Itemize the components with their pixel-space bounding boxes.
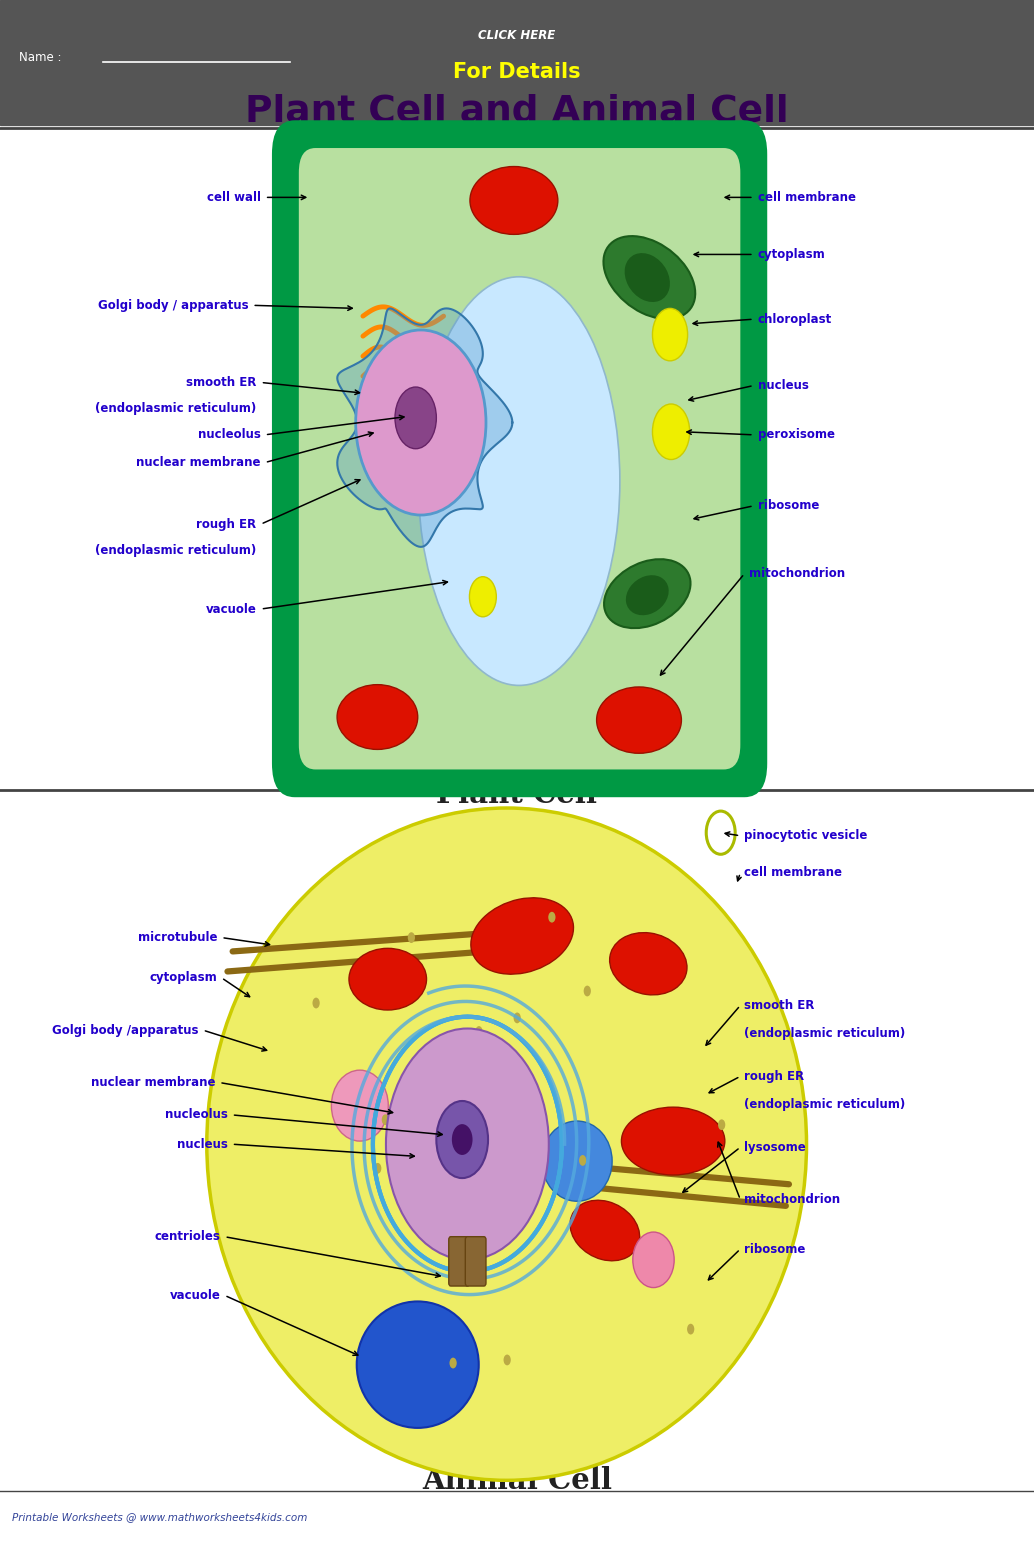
Circle shape bbox=[469, 577, 496, 617]
Circle shape bbox=[718, 1119, 725, 1130]
Text: nuclear membrane: nuclear membrane bbox=[91, 1076, 215, 1089]
Text: cytoplasm: cytoplasm bbox=[149, 971, 217, 984]
Ellipse shape bbox=[337, 685, 418, 749]
Text: microtubule: microtubule bbox=[138, 931, 217, 944]
Text: pinocytotic vesicle: pinocytotic vesicle bbox=[744, 830, 868, 842]
Text: nucleolus: nucleolus bbox=[197, 429, 261, 441]
Circle shape bbox=[312, 998, 320, 1008]
Text: Golgi body / apparatus: Golgi body / apparatus bbox=[97, 299, 248, 311]
Text: (endoplasmic reticulum): (endoplasmic reticulum) bbox=[95, 544, 256, 557]
Circle shape bbox=[652, 308, 688, 361]
Circle shape bbox=[436, 1101, 488, 1178]
Circle shape bbox=[687, 1323, 694, 1334]
Ellipse shape bbox=[570, 1200, 640, 1261]
Circle shape bbox=[548, 911, 555, 922]
Circle shape bbox=[706, 811, 735, 854]
FancyBboxPatch shape bbox=[299, 148, 740, 769]
Text: cell membrane: cell membrane bbox=[758, 191, 856, 204]
Circle shape bbox=[395, 387, 436, 449]
Text: (endoplasmic reticulum): (endoplasmic reticulum) bbox=[744, 1027, 906, 1039]
Ellipse shape bbox=[625, 253, 670, 302]
Ellipse shape bbox=[348, 948, 426, 1010]
Ellipse shape bbox=[597, 688, 681, 752]
Ellipse shape bbox=[621, 1107, 725, 1175]
Text: Golgi body /apparatus: Golgi body /apparatus bbox=[52, 1024, 199, 1036]
Polygon shape bbox=[337, 308, 513, 547]
Text: (endoplasmic reticulum): (endoplasmic reticulum) bbox=[744, 1098, 906, 1110]
Ellipse shape bbox=[542, 1121, 612, 1201]
Ellipse shape bbox=[331, 1070, 389, 1141]
FancyBboxPatch shape bbox=[465, 1237, 486, 1286]
Text: nuclear membrane: nuclear membrane bbox=[136, 456, 261, 469]
Text: vacuole: vacuole bbox=[206, 603, 256, 615]
Circle shape bbox=[374, 1163, 382, 1173]
Ellipse shape bbox=[357, 1301, 479, 1428]
Text: ribosome: ribosome bbox=[758, 500, 819, 512]
Text: lysosome: lysosome bbox=[744, 1141, 807, 1153]
Text: centrioles: centrioles bbox=[154, 1231, 220, 1243]
Circle shape bbox=[514, 1013, 521, 1024]
Text: vacuole: vacuole bbox=[170, 1289, 220, 1301]
Circle shape bbox=[452, 1124, 473, 1155]
Circle shape bbox=[382, 1115, 389, 1126]
Text: ribosome: ribosome bbox=[744, 1243, 805, 1255]
Text: Name :: Name : bbox=[19, 51, 61, 63]
Text: Plant Cell and Animal Cell: Plant Cell and Animal Cell bbox=[245, 93, 789, 130]
Text: For Details: For Details bbox=[453, 63, 581, 82]
Circle shape bbox=[476, 1025, 483, 1036]
Circle shape bbox=[450, 1357, 457, 1368]
Text: nucleus: nucleus bbox=[177, 1138, 227, 1150]
Text: Printable Worksheets @ www.mathworksheets4kids.com: Printable Worksheets @ www.mathworksheet… bbox=[12, 1513, 308, 1522]
Text: cell membrane: cell membrane bbox=[744, 867, 843, 879]
Ellipse shape bbox=[418, 278, 620, 686]
Ellipse shape bbox=[633, 1232, 674, 1288]
Circle shape bbox=[407, 933, 415, 944]
Circle shape bbox=[583, 985, 590, 996]
Bar bbox=[0, 0, 1034, 125]
Text: peroxisome: peroxisome bbox=[758, 429, 834, 441]
Text: CLICK HERE: CLICK HERE bbox=[479, 29, 555, 42]
Text: nucleolus: nucleolus bbox=[164, 1109, 227, 1121]
Circle shape bbox=[504, 1354, 511, 1365]
Ellipse shape bbox=[356, 330, 486, 515]
Text: cytoplasm: cytoplasm bbox=[758, 248, 826, 261]
Ellipse shape bbox=[386, 1029, 549, 1260]
FancyBboxPatch shape bbox=[272, 120, 767, 797]
Text: chloroplast: chloroplast bbox=[758, 313, 832, 325]
FancyBboxPatch shape bbox=[449, 1237, 469, 1286]
Text: Animal Cell: Animal Cell bbox=[422, 1466, 612, 1494]
Ellipse shape bbox=[610, 933, 687, 995]
Ellipse shape bbox=[626, 575, 669, 615]
Text: rough ER: rough ER bbox=[196, 518, 256, 530]
Circle shape bbox=[399, 1140, 406, 1150]
Text: nucleus: nucleus bbox=[758, 379, 809, 392]
Ellipse shape bbox=[207, 808, 807, 1480]
Text: smooth ER: smooth ER bbox=[744, 999, 815, 1012]
Ellipse shape bbox=[604, 560, 691, 628]
Text: smooth ER: smooth ER bbox=[186, 376, 256, 389]
Text: cell wall: cell wall bbox=[207, 191, 261, 204]
Text: Plant Cell: Plant Cell bbox=[436, 780, 598, 810]
Circle shape bbox=[579, 1155, 586, 1166]
Ellipse shape bbox=[469, 167, 558, 234]
Circle shape bbox=[427, 362, 454, 402]
Text: mitochondrion: mitochondrion bbox=[744, 1194, 841, 1206]
Ellipse shape bbox=[604, 236, 695, 319]
Text: rough ER: rough ER bbox=[744, 1070, 804, 1082]
Circle shape bbox=[652, 404, 690, 460]
Text: mitochondrion: mitochondrion bbox=[749, 567, 845, 580]
Ellipse shape bbox=[470, 897, 574, 975]
Text: (endoplasmic reticulum): (endoplasmic reticulum) bbox=[95, 402, 256, 415]
